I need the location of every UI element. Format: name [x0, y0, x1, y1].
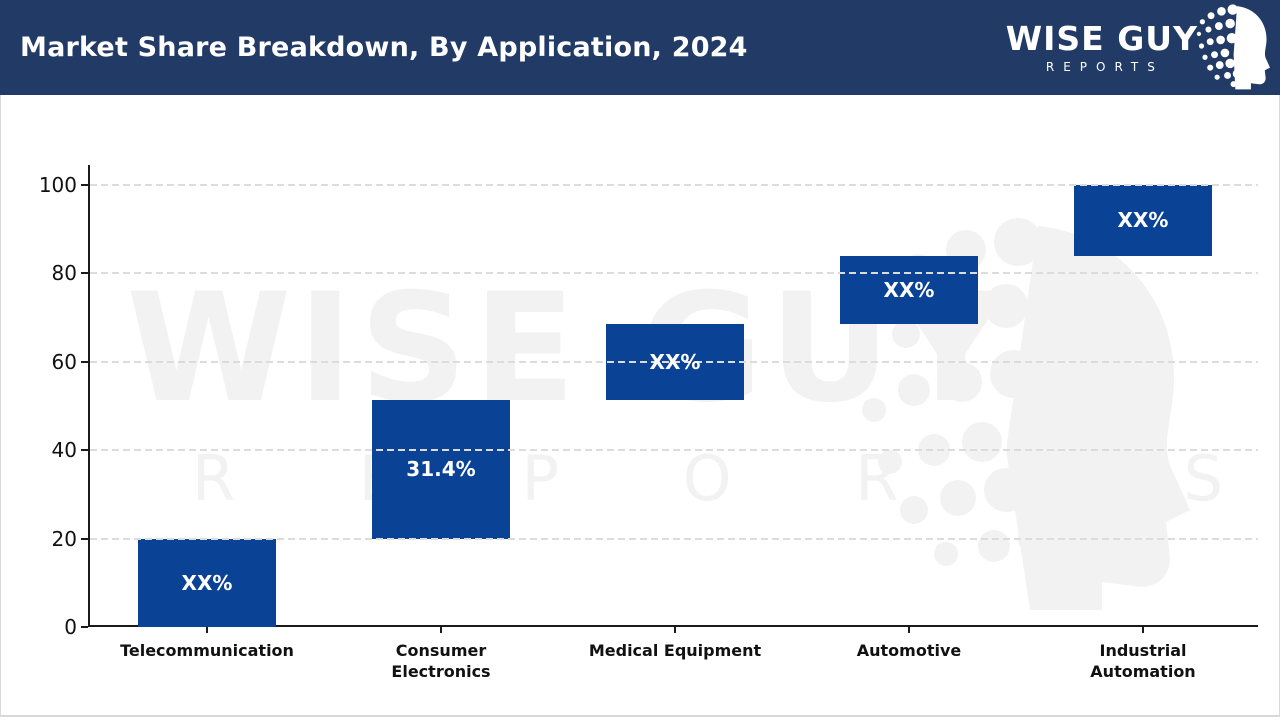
y-tick-mark	[81, 537, 88, 540]
y-tick-label: 20	[51, 526, 77, 551]
y-tick-label: 0	[64, 615, 77, 639]
wise-guy-head-icon	[1192, 2, 1270, 94]
gridline	[90, 537, 1258, 540]
bar-value-label: 31.4%	[406, 457, 476, 482]
y-tick-label: 100	[38, 172, 77, 197]
brand-subtitle: REPORTS	[1045, 59, 1164, 74]
gridline	[90, 360, 1258, 363]
x-tick-mark	[908, 625, 910, 633]
x-category-label-industrial-automation: Industrial Automation	[1090, 641, 1196, 681]
chart-title: Market Share Breakdown, By Application, …	[20, 32, 748, 63]
gridline	[90, 183, 1258, 186]
x-tick-mark	[440, 625, 442, 633]
x-tick-mark	[206, 625, 208, 633]
bar-value-label: XX%	[883, 277, 935, 302]
bottom-divider	[0, 715, 1280, 717]
x-tick-mark	[674, 625, 676, 633]
brand-name: WISE GUY	[1005, 18, 1198, 58]
y-tick-mark	[81, 272, 88, 275]
bar-automotive	[840, 255, 978, 325]
y-tick-mark	[81, 626, 88, 628]
y-tick-mark	[81, 360, 88, 363]
header-bar: Market Share Breakdown, By Application, …	[0, 0, 1280, 95]
x-category-label-telecommunication: Telecommunication	[120, 641, 294, 660]
bar-telecommunication	[138, 538, 276, 627]
y-tick-label: 40	[51, 438, 77, 463]
bar-consumer-electronics	[372, 399, 510, 539]
x-tick-mark	[1142, 625, 1144, 633]
y-tick-mark	[81, 449, 88, 452]
y-tick-mark	[81, 183, 88, 186]
plot-area: 0 20 40 60 80 100 XX% Telecommunication 31.4% Con…	[39, 165, 1258, 681]
bar-industrial-automation	[1074, 184, 1212, 256]
bar-value-label: XX%	[181, 570, 233, 595]
bar-value-label: XX%	[1117, 208, 1169, 233]
y-tick-label: 60	[51, 349, 77, 374]
gridline	[90, 272, 1258, 275]
x-category-label-medical-equipment: Medical Equipment	[588, 641, 762, 660]
bar-value-label: XX%	[649, 349, 701, 374]
y-tick-label: 80	[51, 261, 77, 286]
x-category-label-automotive: Automotive	[856, 641, 962, 660]
gridline	[90, 449, 1258, 452]
x-category-label-consumer-electronics: Consumer Electronics	[391, 641, 491, 681]
brand-logo-text: WISE GUY REPORTS	[1006, 22, 1198, 74]
brand-logo: WISE GUY REPORTS	[1006, 2, 1270, 94]
